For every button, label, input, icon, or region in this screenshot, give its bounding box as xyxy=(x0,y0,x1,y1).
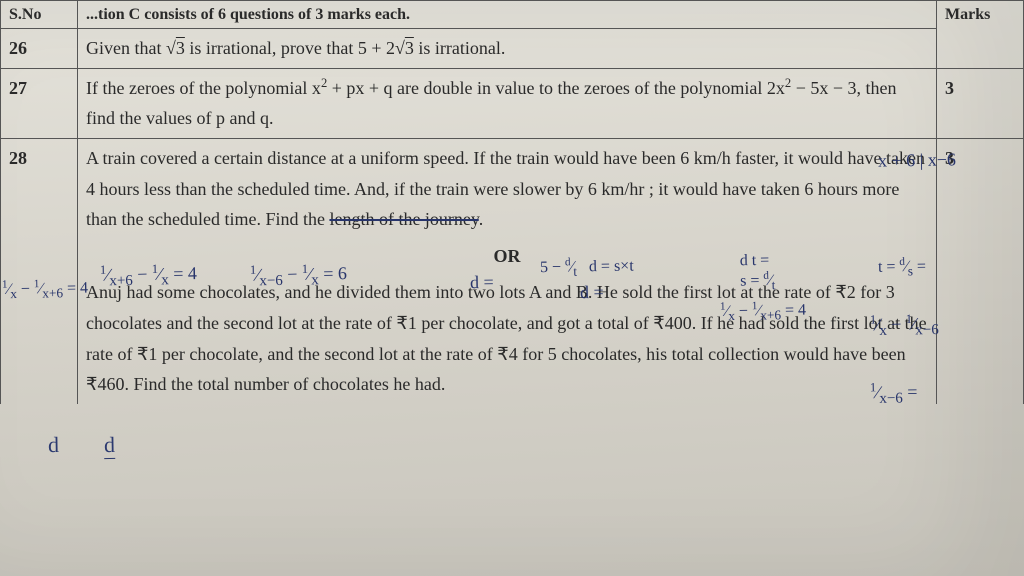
table-row: 26 Given that √3 is irrational, prove th… xyxy=(1,29,1024,69)
q27-marks: 3 xyxy=(937,68,1024,138)
q28-text-a: A train covered a certain distance at a … xyxy=(78,138,937,403)
or-label: OR xyxy=(86,235,928,278)
header-marks: Marks xyxy=(937,1,1024,69)
q26-text: Given that √3 is irrational, prove that … xyxy=(78,29,937,69)
handwriting: d xyxy=(48,432,59,458)
q26-num: 26 xyxy=(1,29,78,69)
header-sno: S.No xyxy=(1,1,78,29)
question-table: S.No ...tion C consists of 6 questions o… xyxy=(0,0,1024,404)
exam-page: S.No ...tion C consists of 6 questions o… xyxy=(0,0,1024,576)
q27-num: 27 xyxy=(1,68,78,138)
header-row: S.No ...tion C consists of 6 questions o… xyxy=(1,1,1024,29)
q28-marks: 3 xyxy=(937,138,1024,403)
table-row: 28 A train covered a certain distance at… xyxy=(1,138,1024,403)
q28-num: 28 xyxy=(1,138,78,403)
header-instruction: ...tion C consists of 6 questions of 3 m… xyxy=(78,1,937,29)
handwriting: d xyxy=(104,432,115,458)
table-row: 27 If the zeroes of the polynomial x2 + … xyxy=(1,68,1024,138)
q27-text: If the zeroes of the polynomial x2 + px … xyxy=(78,68,937,138)
